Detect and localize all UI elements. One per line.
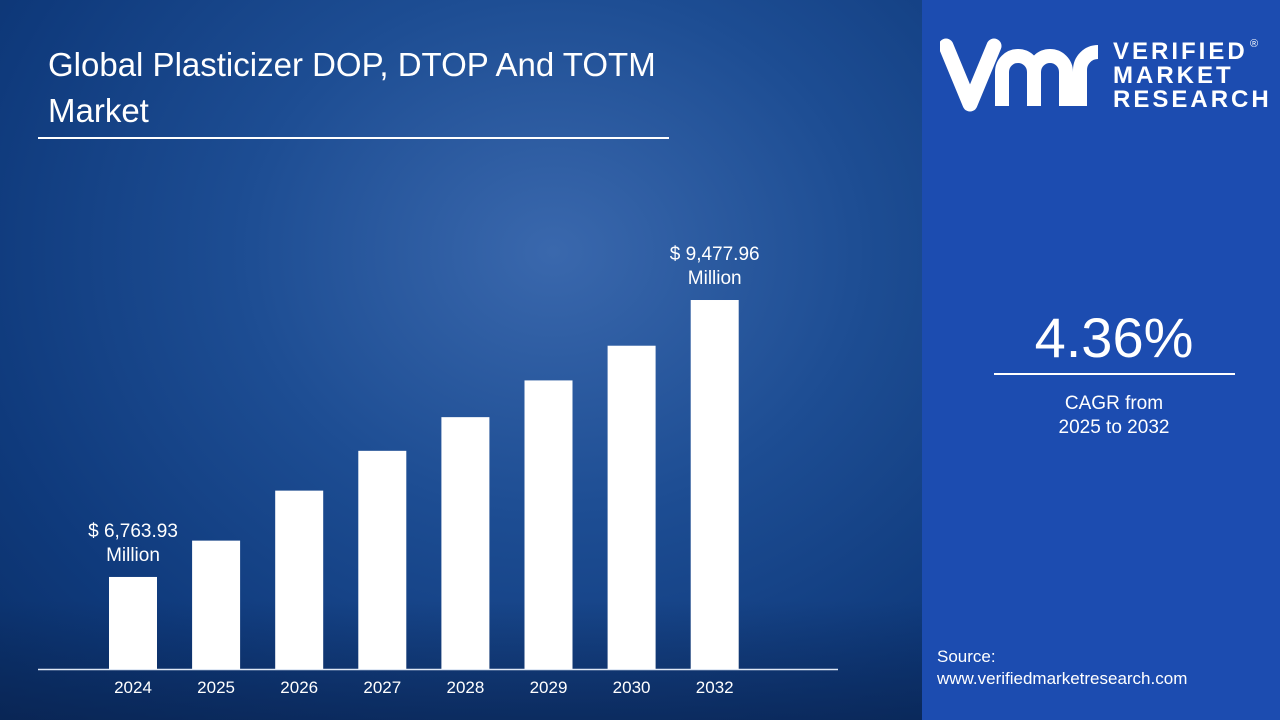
cagr-label: CAGR from 2025 to 2032 <box>994 392 1234 440</box>
cagr-label-line: 2025 to 2032 <box>1058 417 1170 438</box>
source-url[interactable]: www.verifiedmarketresearch.com <box>937 669 1188 688</box>
x-tick-label: 2027 <box>363 678 401 697</box>
data-label-value: $ 6,763.93 <box>88 521 178 542</box>
brand-name: VERIFIED MARKET RESEARCH <box>1113 40 1272 112</box>
cagr-label-line: CAGR from <box>1064 393 1164 414</box>
page-title: Global Plasticizer DOP, DTOP And TOTM Ma… <box>48 46 656 129</box>
brand-line: RESEARCH <box>1113 86 1272 113</box>
bar-chart: 2024 2025 2026 2027 2028 2029 2030 2032 $ 6,763… <box>38 244 838 697</box>
source-label: Source: <box>937 647 996 666</box>
source: Source: www.verifiedmarketresearch.com <box>937 646 1187 690</box>
x-tick-label: 2028 <box>446 678 484 697</box>
title-divider <box>38 137 669 139</box>
bar-2025 <box>192 540 241 669</box>
x-tick-label: 2024 <box>114 678 152 697</box>
x-tick-label: 2030 <box>613 678 651 697</box>
bar-2032 <box>690 300 739 669</box>
registered-mark: ® <box>1250 38 1259 50</box>
x-tick-label: 2025 <box>197 678 235 697</box>
x-tick-label: 2026 <box>280 678 318 697</box>
bar-2027 <box>358 450 407 669</box>
data-label-unit: Million <box>106 545 160 566</box>
cagr-divider <box>994 373 1235 375</box>
bar-2028 <box>441 417 490 669</box>
data-label-unit: Million <box>688 268 742 289</box>
bar-2026 <box>275 490 324 669</box>
bar-2030 <box>607 345 656 669</box>
bar-2024 <box>109 576 157 669</box>
data-label-value: $ 9,477.96 <box>670 244 760 265</box>
cagr-value: 4.36% <box>1034 306 1194 369</box>
brand-line: MARKET <box>1113 62 1234 89</box>
x-tick-label: 2032 <box>696 678 734 697</box>
x-tick-label: 2029 <box>530 678 568 697</box>
info-panel <box>922 0 1280 720</box>
brand-line: VERIFIED <box>1113 38 1248 65</box>
vmr-logo-icon <box>940 38 1099 112</box>
bar-2029 <box>524 380 573 669</box>
